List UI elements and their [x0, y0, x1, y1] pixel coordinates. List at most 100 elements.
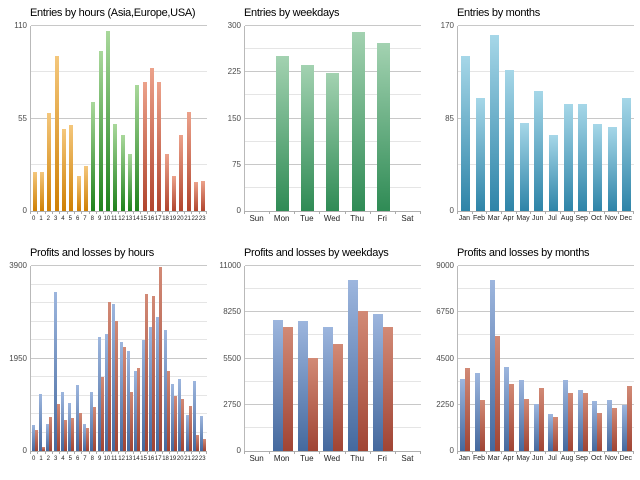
bar-series [245, 26, 421, 211]
gridline-major [31, 117, 207, 119]
bar [173, 395, 177, 451]
y-axis-label: 225 [227, 67, 241, 77]
x-axis-label: 17 [154, 456, 162, 462]
bar [38, 394, 42, 451]
bar-group [163, 266, 170, 451]
bar [78, 413, 82, 451]
x-axis-labels: 0 1 2 3 4 5 6 7 8 9 10 11 12 13 14 15 16 17 18 19 20 21 22 23 [30, 215, 206, 223]
x-axis-tick [561, 451, 576, 454]
bar-group [590, 266, 605, 451]
x-axis-tick [396, 451, 421, 454]
y-axis-label: 0 [22, 206, 27, 215]
bar [97, 337, 101, 451]
bar [157, 81, 162, 211]
bar [326, 72, 340, 211]
x-axis-label: 12 [118, 216, 125, 222]
x-axis-tick [185, 451, 193, 454]
x-axis-label: Oct [590, 215, 602, 222]
gridline [458, 71, 634, 73]
chart-title: Profits and losses by months [457, 247, 590, 259]
x-axis-label: Tue [300, 214, 314, 223]
x-axis-tick [531, 211, 547, 214]
gridline [31, 283, 207, 285]
x-axis-tick [473, 451, 488, 454]
x-axis-tick [31, 211, 39, 214]
bar [548, 134, 558, 211]
bar-group [163, 26, 170, 211]
x-axis-tick [245, 451, 271, 454]
x-axis-tick [487, 211, 503, 214]
bar-group [148, 26, 155, 211]
bar [494, 335, 500, 451]
gridline [31, 413, 207, 414]
bar [82, 424, 86, 451]
plot-area: 0 85 170 [441, 22, 634, 215]
x-axis-tick [575, 451, 591, 454]
bar [49, 416, 53, 451]
x-axis-tick [60, 211, 68, 214]
x-axis-label: 8 [90, 456, 94, 462]
bar-group [90, 266, 97, 451]
bar [112, 304, 116, 451]
bar [519, 122, 529, 211]
x-axis-tick [200, 451, 207, 454]
bar-group [134, 26, 141, 211]
gridline-major [245, 265, 421, 266]
bar [489, 280, 495, 451]
x-axis-tick [531, 451, 547, 454]
y-axis-label: 0 [449, 446, 454, 455]
bar-group [46, 266, 53, 451]
x-axis-label: Jun [532, 215, 544, 222]
chart-title: Profits and losses by hours [30, 247, 154, 259]
x-axis-label: Feb [472, 455, 486, 462]
bar [577, 390, 583, 451]
x-axis-label: Jan [458, 455, 470, 462]
bar [137, 368, 141, 451]
bar-group [185, 266, 192, 451]
bar [504, 69, 514, 211]
bar [607, 127, 617, 211]
bar [307, 357, 318, 451]
x-axis-label: Mar [487, 215, 500, 222]
plot-area: 0 75 150 225 300 [228, 22, 421, 215]
bar [83, 165, 88, 211]
bar [272, 319, 283, 451]
x-axis-tick [502, 211, 517, 214]
bar [85, 428, 89, 451]
x-axis-tick [31, 451, 39, 454]
x-axis-label: Sun [249, 214, 264, 223]
bar [297, 320, 308, 451]
bar-group [126, 26, 133, 211]
x-axis-labels: Sun Mon Tue Wed Thu Fri Sat [244, 455, 420, 463]
bar-group [156, 26, 163, 211]
x-axis-tick [546, 451, 561, 454]
x-axis-label: Thu [350, 214, 365, 223]
x-axis-tick [561, 211, 576, 214]
x-axis-label: 11 [111, 456, 118, 462]
x-axis-ticks [30, 451, 207, 454]
bar [200, 416, 204, 451]
bar [142, 81, 147, 211]
bar [351, 32, 365, 211]
x-axis-label: 18 [162, 216, 169, 222]
x-axis-tick [590, 211, 605, 214]
x-axis-tick [82, 211, 90, 214]
bar-group [270, 266, 295, 451]
bar [322, 327, 333, 451]
bar [519, 380, 525, 451]
bar [553, 417, 559, 451]
bar [34, 430, 38, 451]
bar [203, 439, 207, 451]
x-axis-label: Wed [323, 214, 341, 223]
x-axis-tick [148, 451, 156, 454]
gridline-major [458, 265, 634, 266]
x-axis-label: Feb [472, 215, 486, 222]
bar [100, 377, 104, 451]
x-axis-label: May [516, 215, 530, 222]
chart-entries-by-hours: Entries by hours (Asia,Europe,USA) 0 55 110… [0, 0, 213, 240]
bar [533, 403, 539, 451]
bar-group [546, 266, 561, 451]
x-axis-label: 10 [103, 456, 111, 462]
bar-group [126, 266, 133, 451]
bar-series [31, 26, 207, 211]
